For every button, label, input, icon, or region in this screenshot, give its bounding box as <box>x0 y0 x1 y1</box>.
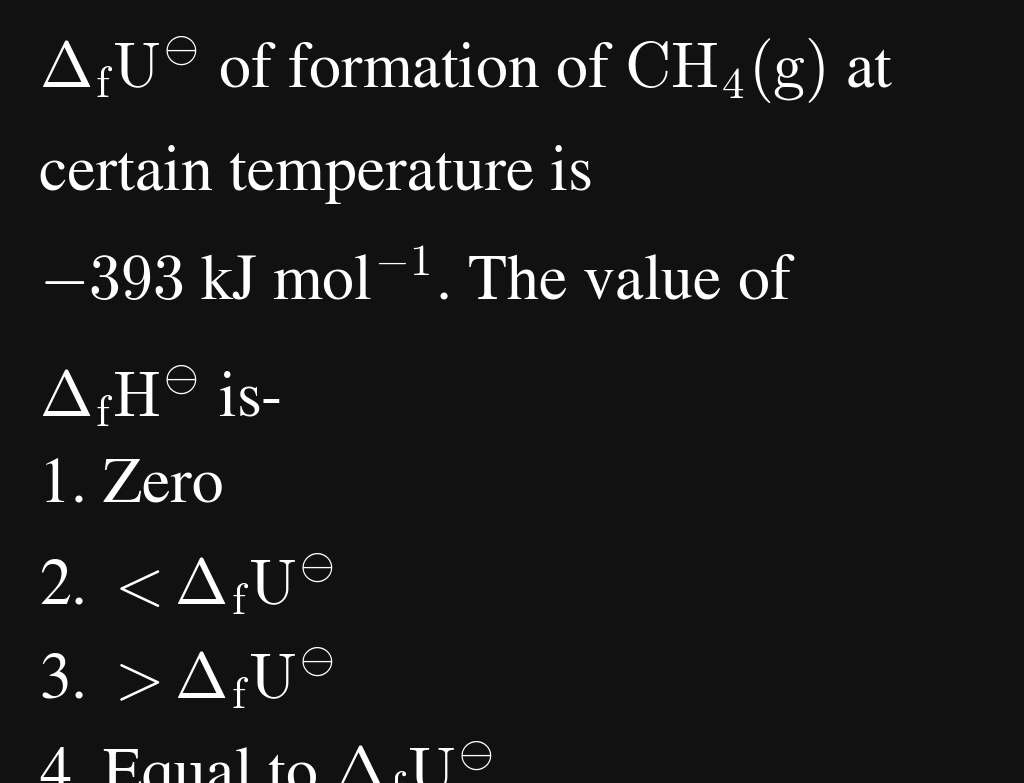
Text: $\Delta_{\mathrm{f}}\mathrm{H}^{\ominus}$ is-: $\Delta_{\mathrm{f}}\mathrm{H}^{\ominus}… <box>39 364 282 430</box>
Text: certain temperature is: certain temperature is <box>39 145 593 204</box>
Text: $-393$ kJ mol$^{-1}$. The value of: $-393$ kJ mol$^{-1}$. The value of <box>39 254 796 314</box>
Text: 4. Equal to $\Delta_{\mathrm{f}}\mathrm{U}^{\ominus}$: 4. Equal to $\Delta_{\mathrm{f}}\mathrm{… <box>39 740 493 783</box>
Text: 3. $>\Delta_{\mathrm{f}}\mathrm{U}^{\ominus}$: 3. $>\Delta_{\mathrm{f}}\mathrm{U}^{\omi… <box>39 646 334 712</box>
Text: $\Delta_{\mathrm{f}}\mathrm{U}^{\ominus}$ of formation of $\mathrm{CH_4(g)}$ at: $\Delta_{\mathrm{f}}\mathrm{U}^{\ominus}… <box>39 35 894 106</box>
Text: 1. Zero: 1. Zero <box>39 458 223 517</box>
Text: 2. $<\Delta_{\mathrm{f}}\mathrm{U}^{\ominus}$: 2. $<\Delta_{\mathrm{f}}\mathrm{U}^{\omi… <box>39 552 334 618</box>
